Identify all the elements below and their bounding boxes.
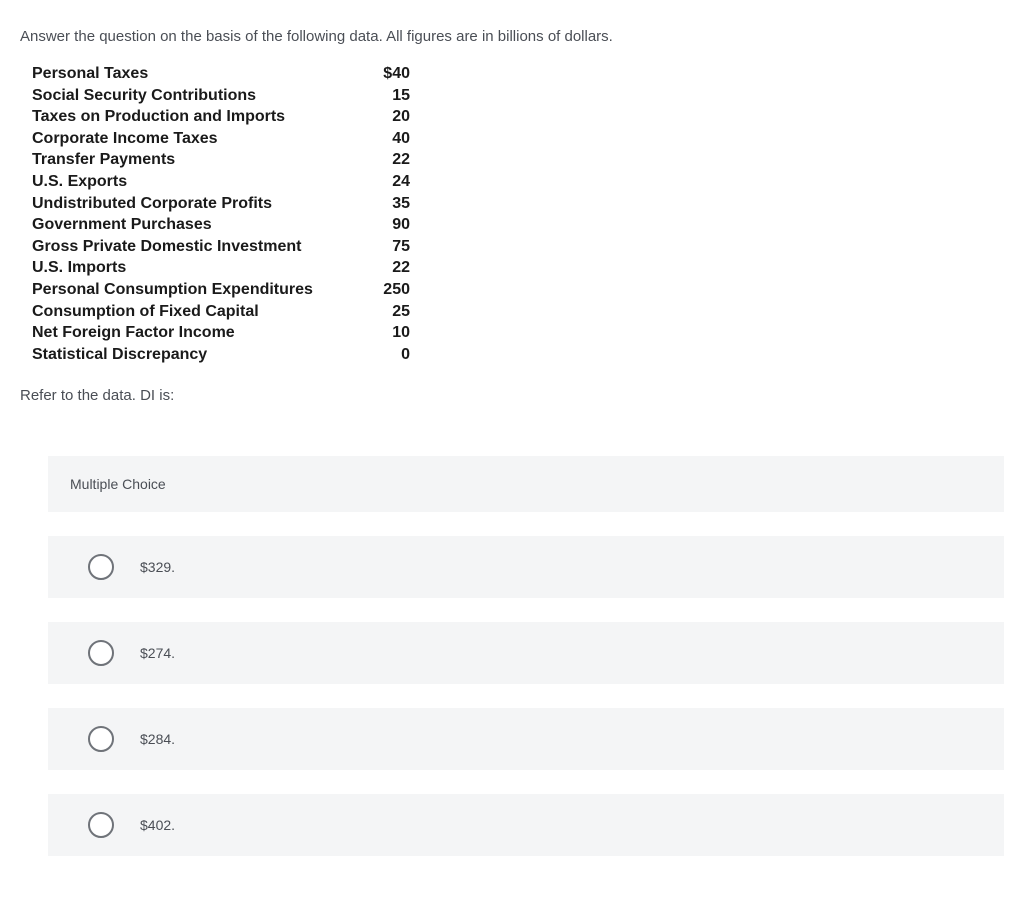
table-row-label: Taxes on Production and Imports xyxy=(32,106,360,128)
table-row-value: 22 xyxy=(360,149,410,171)
table-row-label: Personal Consumption Expenditures xyxy=(32,279,360,301)
economic-data-table: Personal Taxes$40Social Security Contrib… xyxy=(32,63,1004,365)
answer-choice-text: $274. xyxy=(140,645,175,661)
table-row-label: Social Security Contributions xyxy=(32,85,360,107)
radio-icon[interactable] xyxy=(88,640,114,666)
table-row: Government Purchases90 xyxy=(32,214,1004,236)
table-row: Gross Private Domestic Investment75 xyxy=(32,236,1004,258)
table-row-value: 35 xyxy=(360,193,410,215)
table-row-value: 20 xyxy=(360,106,410,128)
table-row: Statistical Discrepancy0 xyxy=(32,344,1004,366)
question-intro: Answer the question on the basis of the … xyxy=(20,28,1004,45)
table-row-label: U.S. Imports xyxy=(32,257,360,279)
table-row-value: 75 xyxy=(360,236,410,258)
table-row-label: Consumption of Fixed Capital xyxy=(32,301,360,323)
answer-choice-text: $402. xyxy=(140,817,175,833)
table-row: Net Foreign Factor Income10 xyxy=(32,322,1004,344)
answer-choice[interactable]: $402. xyxy=(48,794,1004,856)
table-row-value: 250 xyxy=(360,279,410,301)
table-row-value: 10 xyxy=(360,322,410,344)
table-row-label: Government Purchases xyxy=(32,214,360,236)
table-row-value: 90 xyxy=(360,214,410,236)
table-row: Transfer Payments22 xyxy=(32,149,1004,171)
table-row-label: Transfer Payments xyxy=(32,149,360,171)
table-row: Personal Consumption Expenditures250 xyxy=(32,279,1004,301)
table-row-label: Undistributed Corporate Profits xyxy=(32,193,360,215)
multiple-choice-block: Multiple Choice $329. $274. $284. $402. xyxy=(48,456,1004,856)
table-row-value: 40 xyxy=(360,128,410,150)
table-row-value: 22 xyxy=(360,257,410,279)
question-page: Answer the question on the basis of the … xyxy=(0,0,1024,880)
table-row-value: $40 xyxy=(360,63,410,85)
table-row-label: Corporate Income Taxes xyxy=(32,128,360,150)
multiple-choice-header: Multiple Choice xyxy=(48,456,1004,512)
radio-icon[interactable] xyxy=(88,812,114,838)
table-row: Taxes on Production and Imports20 xyxy=(32,106,1004,128)
answer-choice-text: $329. xyxy=(140,559,175,575)
answer-choice[interactable]: $274. xyxy=(48,622,1004,684)
radio-icon[interactable] xyxy=(88,726,114,752)
question-prompt: Refer to the data. DI is: xyxy=(20,387,1004,404)
table-row: U.S. Exports24 xyxy=(32,171,1004,193)
table-row: Corporate Income Taxes40 xyxy=(32,128,1004,150)
table-row-label: Statistical Discrepancy xyxy=(32,344,360,366)
table-row: U.S. Imports22 xyxy=(32,257,1004,279)
answer-choice[interactable]: $329. xyxy=(48,536,1004,598)
table-row-label: Gross Private Domestic Investment xyxy=(32,236,360,258)
answer-choice[interactable]: $284. xyxy=(48,708,1004,770)
table-row-value: 15 xyxy=(360,85,410,107)
table-row: Personal Taxes$40 xyxy=(32,63,1004,85)
table-row-label: U.S. Exports xyxy=(32,171,360,193)
table-row-value: 24 xyxy=(360,171,410,193)
table-row-value: 0 xyxy=(360,344,410,366)
radio-icon[interactable] xyxy=(88,554,114,580)
table-row-label: Net Foreign Factor Income xyxy=(32,322,360,344)
table-row: Consumption of Fixed Capital25 xyxy=(32,301,1004,323)
answer-choice-text: $284. xyxy=(140,731,175,747)
table-row: Social Security Contributions15 xyxy=(32,85,1004,107)
table-row-value: 25 xyxy=(360,301,410,323)
table-row: Undistributed Corporate Profits35 xyxy=(32,193,1004,215)
table-row-label: Personal Taxes xyxy=(32,63,360,85)
